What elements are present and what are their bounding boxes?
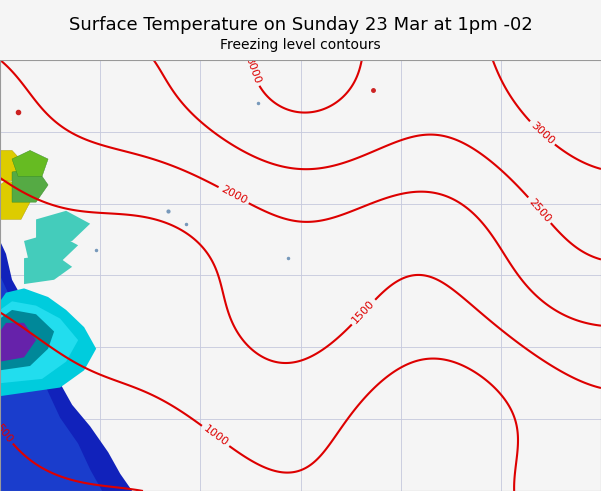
Polygon shape: [0, 288, 96, 396]
Polygon shape: [12, 150, 48, 176]
Polygon shape: [0, 323, 36, 362]
Polygon shape: [24, 254, 72, 284]
Text: 1000: 1000: [201, 424, 230, 448]
Text: 2500: 2500: [526, 196, 552, 224]
Polygon shape: [12, 168, 48, 202]
Polygon shape: [0, 241, 132, 491]
Polygon shape: [0, 150, 24, 181]
Polygon shape: [0, 275, 102, 491]
Text: 2000: 2000: [219, 184, 248, 206]
Polygon shape: [24, 232, 78, 267]
Polygon shape: [0, 301, 78, 383]
Polygon shape: [0, 181, 30, 219]
Text: Freezing level contours: Freezing level contours: [220, 38, 381, 53]
Polygon shape: [0, 310, 54, 370]
Text: 500: 500: [0, 422, 15, 444]
Text: Surface Temperature on Sunday 23 Mar at 1pm -02: Surface Temperature on Sunday 23 Mar at …: [69, 16, 532, 34]
Polygon shape: [36, 211, 90, 246]
Text: 1500: 1500: [350, 299, 377, 326]
Text: 3000: 3000: [243, 55, 262, 85]
Text: 3000: 3000: [528, 120, 556, 147]
